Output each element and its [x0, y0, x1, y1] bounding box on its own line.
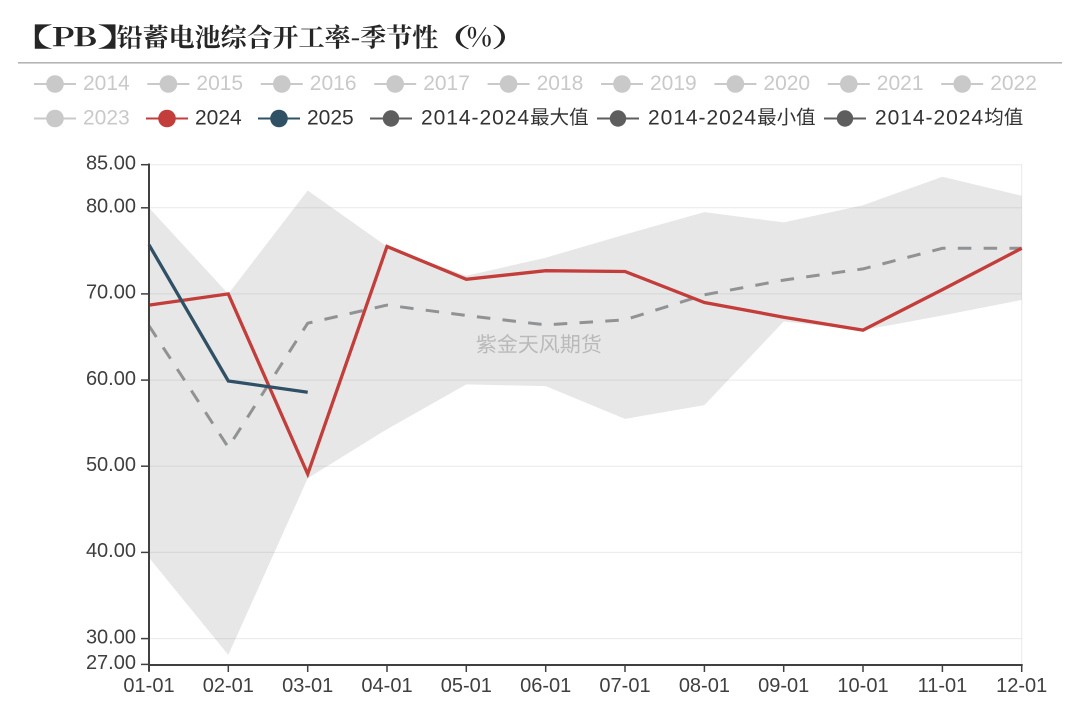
svg-text:02-01: 02-01	[203, 675, 254, 697]
svg-text:50.00: 50.00	[86, 454, 136, 476]
svg-text:10-01: 10-01	[837, 675, 888, 697]
svg-text:2018: 2018	[537, 72, 584, 95]
svg-text:60.00: 60.00	[86, 368, 136, 390]
svg-text:07-01: 07-01	[599, 675, 650, 697]
svg-text:12-01: 12-01	[996, 675, 1047, 697]
svg-text:2014-2024: 2014-2024	[421, 107, 530, 130]
svg-text:2014-2024: 2014-2024	[648, 107, 757, 130]
svg-text:2019: 2019	[650, 72, 697, 95]
svg-text:2016: 2016	[310, 72, 357, 95]
svg-text:08-01: 08-01	[679, 675, 730, 697]
svg-text:04-01: 04-01	[361, 675, 412, 697]
svg-text:05-01: 05-01	[441, 675, 492, 697]
svg-text:70.00: 70.00	[86, 282, 136, 304]
svg-text:03-01: 03-01	[282, 675, 333, 697]
svg-text:2020: 2020	[763, 72, 810, 95]
svg-text:2022: 2022	[990, 72, 1037, 95]
svg-text:27.00: 27.00	[86, 652, 136, 674]
svg-text:2021: 2021	[877, 72, 924, 95]
svg-text:2025: 2025	[307, 107, 354, 130]
svg-text:2017: 2017	[423, 72, 470, 95]
svg-text:11-01: 11-01	[918, 675, 968, 697]
svg-text:2015: 2015	[196, 72, 243, 95]
svg-text:2023: 2023	[83, 107, 130, 130]
svg-text:01-01: 01-01	[123, 675, 174, 697]
svg-text:06-01: 06-01	[520, 675, 571, 697]
svg-text:2014-2024: 2014-2024	[875, 107, 984, 130]
svg-text:40.00: 40.00	[86, 540, 136, 562]
svg-text:80.00: 80.00	[86, 196, 136, 218]
svg-text:30.00: 30.00	[86, 626, 136, 648]
svg-text:2014: 2014	[83, 72, 130, 95]
svg-text:2024: 2024	[195, 107, 242, 130]
svg-text:85.00: 85.00	[86, 153, 136, 175]
svg-text:09-01: 09-01	[758, 675, 809, 697]
